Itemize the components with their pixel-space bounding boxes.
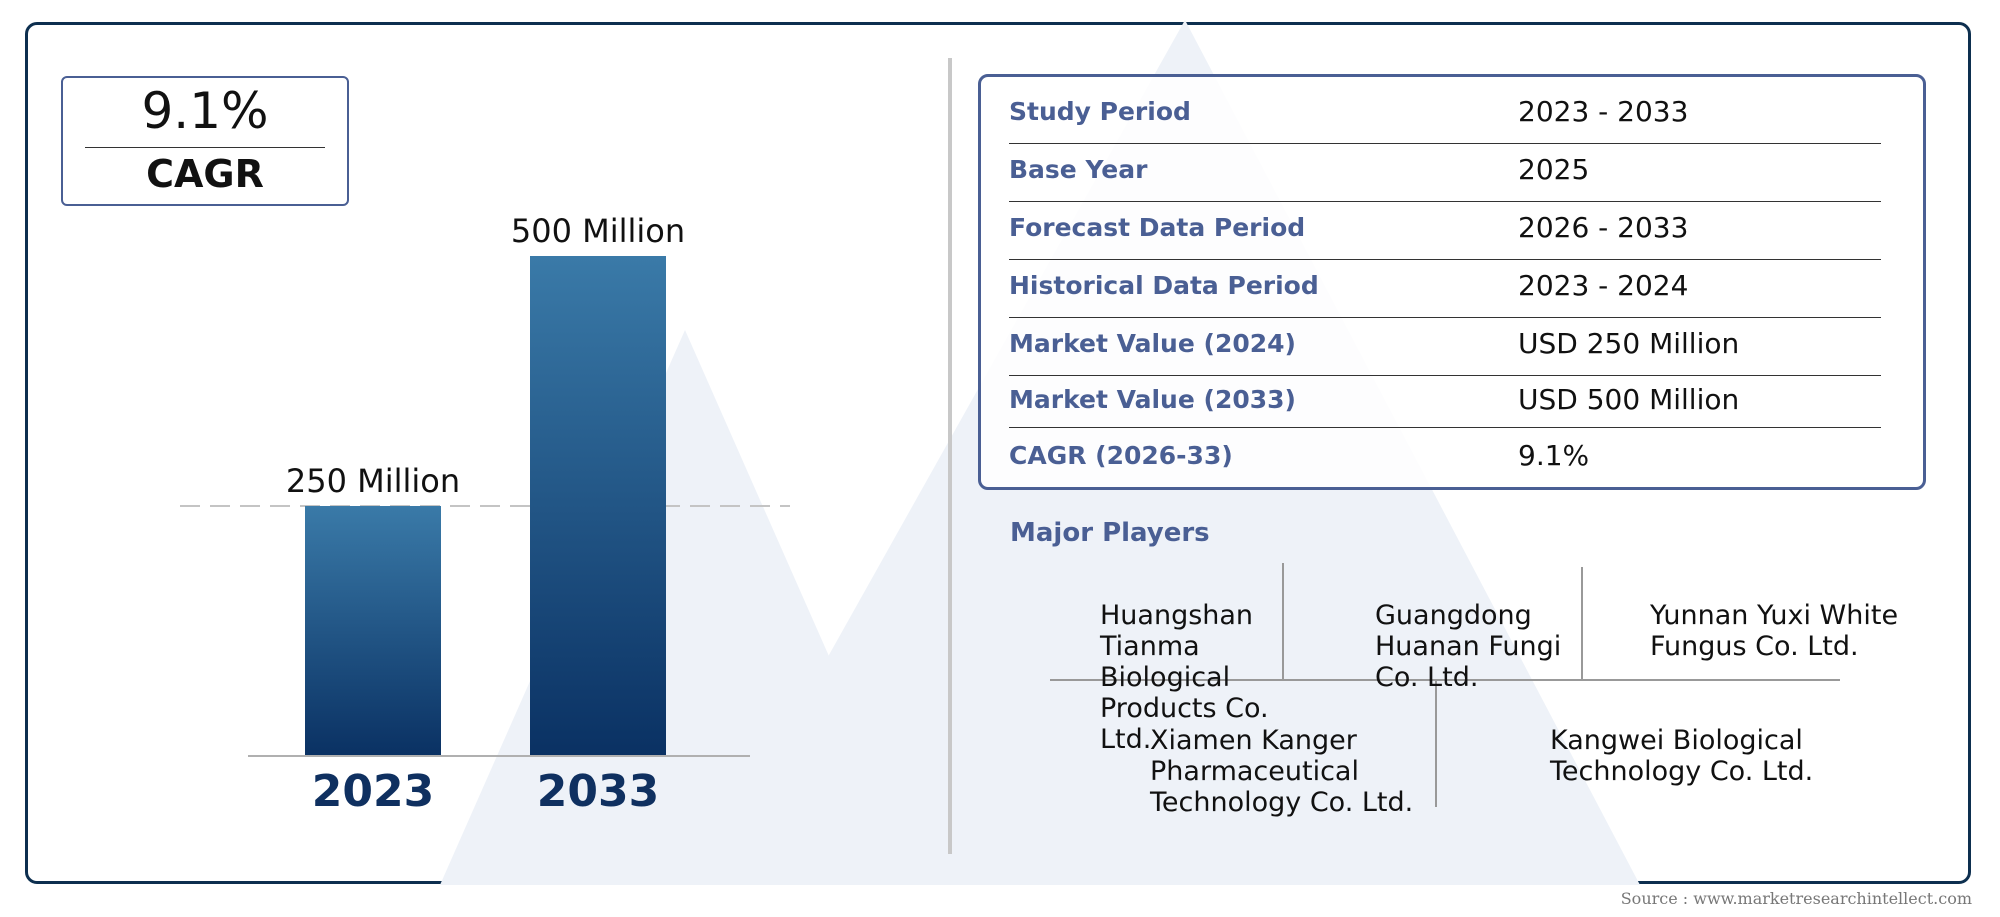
info-value: USD 500 Million [1518, 383, 1740, 416]
info-label: Base Year [1009, 155, 1148, 184]
x-tick-label: 2023 [312, 766, 434, 817]
info-label: CAGR (2026-33) [1009, 441, 1233, 470]
market-info-table: Study Period 2023 - 2033 Base Year 2025 … [978, 74, 1926, 490]
info-value: 2023 - 2024 [1518, 269, 1689, 302]
players-divider [1581, 567, 1583, 679]
info-value: 2026 - 2033 [1518, 211, 1689, 244]
info-row: CAGR (2026-33) 9.1% [1009, 427, 1881, 485]
bar-data-label: 500 Million [511, 212, 685, 250]
info-row: Historical Data Period 2023 - 2024 [1009, 259, 1881, 318]
players-divider [1435, 681, 1437, 807]
info-label: Historical Data Period [1009, 271, 1319, 300]
player-name: Huangshan Tianma Biological Products Co.… [1100, 600, 1269, 755]
cagr-label: CAGR [146, 152, 264, 196]
cagr-value: 9.1% [141, 82, 269, 140]
info-label: Forecast Data Period [1009, 213, 1306, 242]
bar-data-label: 250 Million [286, 462, 460, 500]
info-row: Base Year 2025 [1009, 143, 1881, 202]
info-row: Forecast Data Period 2026 - 2033 [1009, 201, 1881, 260]
source-note: Source : www.marketresearchintellect.com [1620, 889, 1972, 908]
market-bar-chart: 250 Million 2023 500 Million 2033 [180, 212, 790, 817]
info-row: Market Value (2033) USD 500 Million [1009, 375, 1881, 428]
info-value: 9.1% [1518, 439, 1590, 472]
info-label: Study Period [1009, 97, 1191, 126]
bar [305, 506, 441, 756]
info-value: 2025 [1518, 153, 1590, 186]
player-name: Kangwei Biological Technology Co. Ltd. [1550, 725, 1814, 787]
info-label: Market Value (2024) [1009, 329, 1296, 358]
players-divider [1282, 563, 1284, 679]
info-label: Market Value (2033) [1009, 385, 1296, 414]
cagr-divider [85, 147, 325, 148]
major-players-title: Major Players [1010, 518, 1210, 548]
x-tick-label: 2033 [537, 766, 659, 817]
player-name: Guangdong Huanan Fungi Co. Ltd. [1375, 600, 1562, 693]
bar [530, 256, 666, 756]
info-value: 2023 - 2033 [1518, 95, 1689, 128]
player-name: Yunnan Yuxi White Fungus Co. Ltd. [1650, 600, 1899, 662]
section-divider [948, 58, 952, 854]
info-value: USD 250 Million [1518, 327, 1740, 360]
cagr-box: 9.1% CAGR [61, 76, 349, 206]
info-row: Market Value (2024) USD 250 Million [1009, 317, 1881, 376]
player-name: Xiamen Kanger Pharmaceutical Technology … [1150, 725, 1414, 818]
info-row: Study Period 2023 - 2033 [1009, 85, 1881, 144]
players-horizontal-rule [1050, 679, 1840, 681]
